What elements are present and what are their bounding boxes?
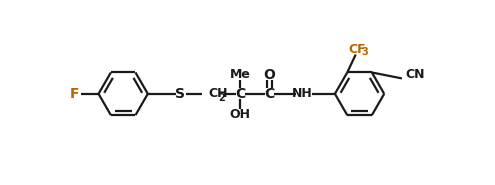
Text: CH: CH <box>209 87 228 100</box>
Text: 2: 2 <box>219 93 225 103</box>
Text: F: F <box>70 87 79 101</box>
Text: C: C <box>235 87 246 101</box>
Text: Me: Me <box>230 68 250 81</box>
Text: O: O <box>263 68 275 82</box>
Text: C: C <box>264 87 275 101</box>
Text: CF: CF <box>348 43 366 56</box>
Text: CN: CN <box>406 68 425 81</box>
Text: OH: OH <box>230 108 250 121</box>
Text: NH: NH <box>292 87 312 100</box>
Text: 3: 3 <box>361 47 368 57</box>
Text: S: S <box>175 87 185 101</box>
